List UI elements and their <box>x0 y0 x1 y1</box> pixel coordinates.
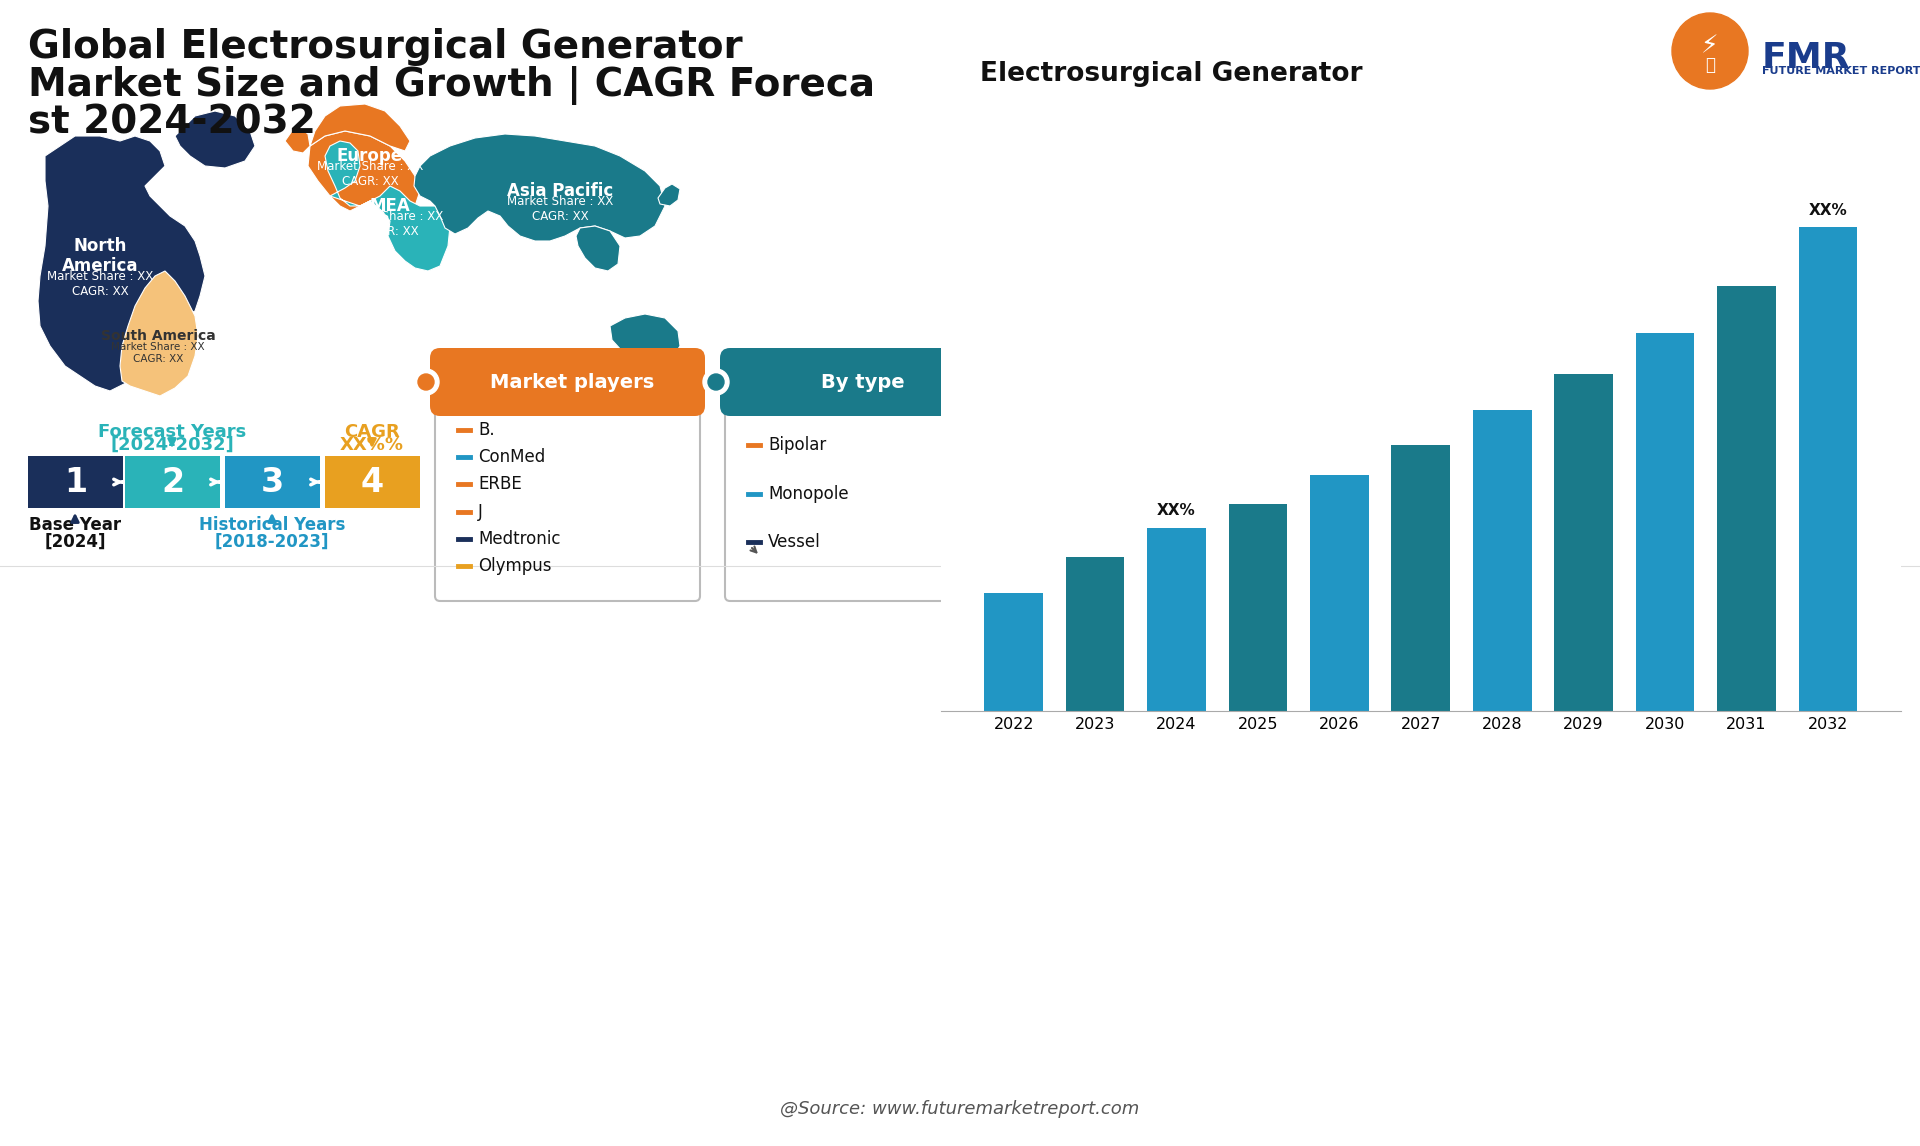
Circle shape <box>998 374 1014 390</box>
FancyBboxPatch shape <box>324 456 420 508</box>
Text: By type: By type <box>820 372 904 392</box>
Circle shape <box>419 374 434 390</box>
FancyBboxPatch shape <box>726 406 991 601</box>
Text: 2: 2 <box>161 465 184 499</box>
Text: 👤: 👤 <box>1705 56 1715 74</box>
FancyBboxPatch shape <box>1016 406 1281 601</box>
Text: [2018-2023]: [2018-2023] <box>215 533 328 551</box>
Text: J: J <box>478 503 482 520</box>
Polygon shape <box>576 226 620 270</box>
Circle shape <box>703 369 730 395</box>
Bar <box>1229 504 1286 711</box>
Text: Market Share : XX
CAGR: XX: Market Share : XX CAGR: XX <box>111 343 205 363</box>
Text: [2024]: [2024] <box>44 533 106 551</box>
Circle shape <box>1672 13 1747 89</box>
Bar <box>1309 474 1369 711</box>
Text: st 2024-2032: st 2024-2032 <box>29 104 317 142</box>
Text: FMR: FMR <box>1763 41 1851 74</box>
Text: Europe: Europe <box>336 147 403 165</box>
Text: Market Size and Growth | CAGR Foreca: Market Size and Growth | CAGR Foreca <box>29 66 876 105</box>
Text: Market Share : XX
CAGR: XX: Market Share : XX CAGR: XX <box>317 160 422 188</box>
FancyBboxPatch shape <box>225 456 321 508</box>
Bar <box>1636 333 1693 711</box>
Circle shape <box>413 369 440 395</box>
Bar <box>1555 375 1613 711</box>
Text: ⚡: ⚡ <box>1701 34 1718 58</box>
Text: MEA: MEA <box>371 197 411 215</box>
Text: Market Size Growth In: Market Size Growth In <box>975 126 1357 155</box>
Polygon shape <box>415 134 664 241</box>
Polygon shape <box>307 131 420 221</box>
Text: Market players: Market players <box>490 372 655 392</box>
Text: Bln or Mln: Bln or Mln <box>975 168 1150 197</box>
Polygon shape <box>119 270 198 397</box>
Text: 3: 3 <box>261 465 284 499</box>
Text: ERBE: ERBE <box>478 476 522 494</box>
Text: Forecast Years: Forecast Years <box>98 423 246 441</box>
Polygon shape <box>324 141 449 270</box>
Bar <box>1066 557 1125 711</box>
Text: Market Share : XX
CAGR: XX: Market Share : XX CAGR: XX <box>336 210 444 238</box>
Text: Minimally: Minimally <box>1058 448 1139 466</box>
Text: Asia Pacific: Asia Pacific <box>507 182 612 201</box>
FancyBboxPatch shape <box>1010 348 1284 416</box>
Text: XX%: XX% <box>1158 503 1196 518</box>
FancyBboxPatch shape <box>436 406 701 601</box>
Text: Open: Open <box>1058 515 1102 533</box>
Text: ConMed: ConMed <box>478 448 545 466</box>
Polygon shape <box>38 136 205 391</box>
Text: By application: By application <box>1075 372 1231 392</box>
Circle shape <box>708 374 724 390</box>
Text: Vessel: Vessel <box>768 533 820 551</box>
Polygon shape <box>175 111 255 168</box>
Text: [2024-2032]: [2024-2032] <box>109 435 234 454</box>
Bar <box>1392 445 1450 711</box>
Bar <box>1799 227 1857 711</box>
Text: North
America: North America <box>61 236 138 275</box>
Text: Market Share : XX
CAGR: XX: Market Share : XX CAGR: XX <box>507 195 612 223</box>
Text: Electrosurgical Generator: Electrosurgical Generator <box>979 61 1363 87</box>
Text: Medtronic: Medtronic <box>478 529 561 548</box>
Text: Bipolar: Bipolar <box>768 437 826 454</box>
FancyBboxPatch shape <box>125 456 221 508</box>
Text: FUTURE MARKET REPORT: FUTURE MARKET REPORT <box>1763 66 1920 76</box>
Text: Historical Years: Historical Years <box>200 516 346 534</box>
Text: XX%%: XX%% <box>340 435 403 454</box>
Polygon shape <box>309 104 411 151</box>
Text: Global Electrosurgical Generator: Global Electrosurgical Generator <box>29 28 743 66</box>
Circle shape <box>993 369 1020 395</box>
Polygon shape <box>611 314 680 364</box>
Text: B.: B. <box>478 421 495 439</box>
FancyBboxPatch shape <box>430 348 705 416</box>
Text: South America: South America <box>100 329 215 343</box>
Text: Olympus: Olympus <box>478 557 551 575</box>
Polygon shape <box>284 128 309 154</box>
FancyBboxPatch shape <box>720 348 995 416</box>
Text: @Source: www.futuremarketreport.com: @Source: www.futuremarketreport.com <box>780 1100 1140 1118</box>
Text: Monopole: Monopole <box>768 485 849 503</box>
Bar <box>985 592 1043 711</box>
Bar <box>1473 410 1532 711</box>
Bar <box>1148 528 1206 711</box>
Text: 4: 4 <box>361 465 384 499</box>
Polygon shape <box>659 185 680 206</box>
Polygon shape <box>388 215 445 270</box>
Text: XX%: XX% <box>1809 203 1847 218</box>
Bar <box>1716 286 1776 711</box>
Text: Market Share : XX
CAGR: XX: Market Share : XX CAGR: XX <box>46 270 154 298</box>
Text: Base Year: Base Year <box>29 516 121 534</box>
FancyBboxPatch shape <box>29 456 123 508</box>
Text: 1: 1 <box>63 465 86 499</box>
Text: CAGR: CAGR <box>344 423 399 441</box>
